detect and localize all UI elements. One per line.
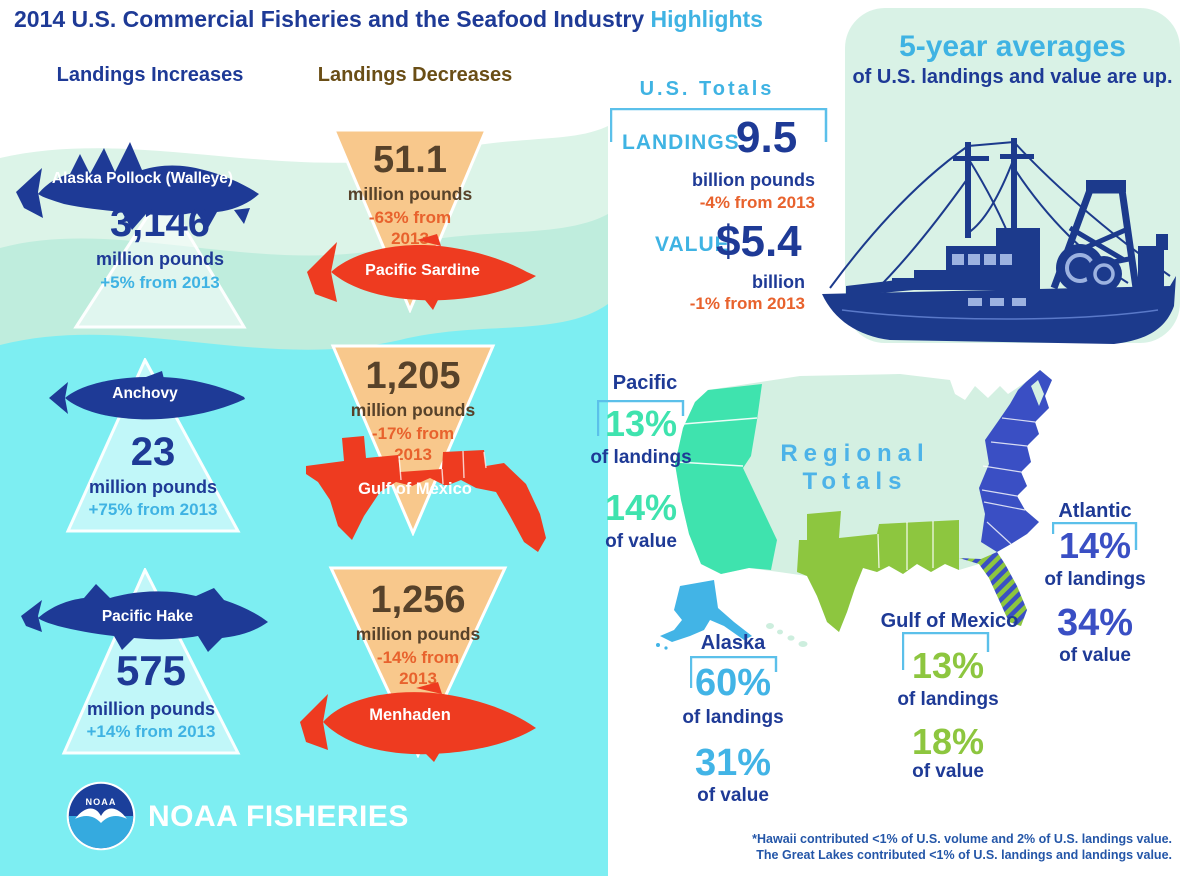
increase-triangle-2 <box>65 358 241 533</box>
atlantic-bracket <box>1052 522 1138 550</box>
us-value-label: VALUE <box>655 233 730 256</box>
increase-unit-2: million pounds <box>89 477 217 497</box>
increase-value-1: 3,146 <box>109 201 211 245</box>
fishing-trawler-icon <box>822 138 1176 344</box>
decrease-change1-2: -17% from <box>371 424 455 443</box>
pollock-fish-icon <box>16 142 259 230</box>
decrease-change2-3: 2013 <box>399 669 437 688</box>
decrease-label-2: Gulf of Mexico <box>358 480 472 498</box>
atlantic-landings-label: of landings <box>1044 569 1146 590</box>
alaska-bracket <box>690 656 778 688</box>
page-title-highlight: Highlights <box>650 6 763 32</box>
five-year-subline: of U.S. landings and value are up. <box>852 66 1173 88</box>
decrease-change1-3: -14% from <box>376 648 460 667</box>
region-name-pacific: Pacific <box>612 372 678 394</box>
pacific-value-label: of value <box>605 531 677 552</box>
decrease-value-3: 1,256 <box>370 579 466 621</box>
us-value-change: -1% from 2013 <box>689 294 805 313</box>
us-landings-change: -4% from 2013 <box>699 193 815 212</box>
increase-species-3: Pacific Hake <box>101 608 194 625</box>
decrease-triangle-3 <box>328 566 508 758</box>
increase-triangle-1 <box>73 190 247 329</box>
decrease-unit-2: million pounds <box>350 400 476 420</box>
increase-unit-3: million pounds <box>87 699 215 719</box>
page-title-main: 2014 U.S. Commercial Fisheries and the S… <box>14 6 645 32</box>
increases-header: Landings Increases <box>56 64 244 86</box>
pacific-landings-pct: 13% <box>604 403 678 444</box>
alaska-landings-label: of landings <box>682 707 784 728</box>
decrease-value-1: 51.1 <box>373 139 447 181</box>
noaa-emblem-text: NOAA <box>86 797 117 807</box>
alaska-landings-pct: 60% <box>694 662 772 704</box>
decrease-change2-2: 2013 <box>394 445 432 464</box>
region-name-gulf: Gulf of Mexico <box>880 610 1019 632</box>
pacific-landings-label: of landings <box>590 447 692 468</box>
us-regional-map <box>656 370 1052 650</box>
decrease-label-3: Menhaden <box>369 706 451 724</box>
pacific-bracket <box>597 400 685 436</box>
atlantic-value-pct: 34% <box>1056 602 1134 644</box>
decrease-unit-1: million pounds <box>347 184 473 204</box>
footnote: *Hawaii contributed <1% of U.S. volume a… <box>600 832 1172 863</box>
footnote-line2: The Great Lakes contributed <1% of U.S. … <box>756 847 1172 862</box>
gulf-bracket <box>902 632 990 670</box>
decrease-value-2: 1,205 <box>365 355 461 397</box>
decrease-triangle-1 <box>331 128 489 313</box>
sardine-fish-icon <box>307 234 536 310</box>
increase-change-3: +14% from 2013 <box>86 722 216 741</box>
atlantic-value-label: of value <box>1059 645 1131 666</box>
noaa-org-text: NOAA FISHERIES <box>148 800 409 833</box>
us-value-unit: billion <box>752 272 805 292</box>
increase-change-2: +75% from 2013 <box>88 500 218 519</box>
decrease-unit-3: million pounds <box>355 624 481 644</box>
menhaden-fish-icon <box>300 682 536 762</box>
increase-value-3: 575 <box>115 647 187 694</box>
atlantic-landings-pct: 14% <box>1058 525 1132 566</box>
us-totals-bracket <box>610 108 828 142</box>
map-label-line1: Regional <box>780 440 930 467</box>
increase-change-1: +5% from 2013 <box>100 273 220 292</box>
hake-fish-icon <box>21 584 268 652</box>
gulf-states-map-icon <box>306 436 546 552</box>
anchovy-fish-icon <box>49 371 245 420</box>
us-landings-label: LANDINGS <box>622 131 740 154</box>
gulf-value-pct: 18% <box>911 721 985 762</box>
footnote-line1: *Hawaii contributed <1% of U.S. volume a… <box>752 832 1172 846</box>
alaska-value-label: of value <box>697 785 769 806</box>
map-label-line2: Totals <box>802 468 908 495</box>
pacific-value-pct: 14% <box>604 487 678 528</box>
us-value-value: $5.4 <box>716 217 802 266</box>
decrease-change2-1: 2013 <box>391 229 429 248</box>
region-name-atlantic: Atlantic <box>1058 500 1132 522</box>
five-year-headline: 5-year averages <box>899 30 1126 63</box>
decrease-change1-1: -63% from <box>368 208 452 227</box>
us-landings-value: 9.5 <box>736 113 798 162</box>
gulf-landings-label: of landings <box>897 689 999 710</box>
gulf-value-label: of value <box>912 761 984 782</box>
page-title: 2014 U.S. Commercial Fisheries and the S… <box>14 6 763 33</box>
increase-triangle-3 <box>61 568 241 755</box>
decreases-header: Landings Decreases <box>317 64 513 86</box>
decrease-label-1: Pacific Sardine <box>365 262 480 279</box>
region-name-alaska: Alaska <box>700 632 766 654</box>
us-totals-header: U.S. Totals <box>639 78 775 100</box>
gulf-landings-pct: 13% <box>911 645 985 686</box>
increase-species-1: Alaska Pollock (Walleye) <box>51 170 234 187</box>
alaska-value-pct: 31% <box>694 742 772 784</box>
increase-species-2: Anchovy <box>112 385 178 402</box>
us-landings-unit: billion pounds <box>692 170 815 190</box>
noaa-logo-icon: NOAA <box>66 781 136 851</box>
decrease-triangle-2 <box>330 344 496 536</box>
increase-value-2: 23 <box>130 430 176 474</box>
increase-unit-1: million pounds <box>96 249 224 269</box>
